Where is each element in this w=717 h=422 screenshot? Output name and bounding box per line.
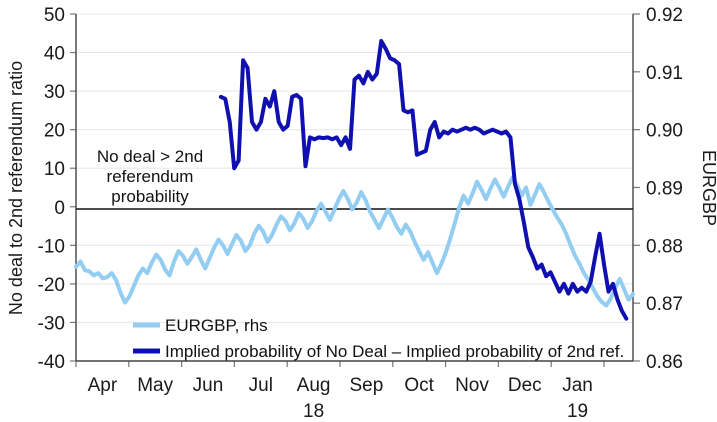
x-label-jun: Jun <box>193 375 224 396</box>
tick-label-right-0.89: 0.89 <box>646 179 683 200</box>
x-year-label-18: 18 <box>303 401 324 422</box>
x-axis-ticks <box>75 361 605 367</box>
tick-label-right-0.86: 0.86 <box>646 352 683 373</box>
x-label-may: May <box>137 375 173 396</box>
tick-label-right-0.87: 0.87 <box>646 294 683 315</box>
tick-label-left-20: 20 <box>44 121 65 142</box>
tick-label-left-10: 10 <box>44 159 65 180</box>
x-label-jan: Jan <box>562 375 593 396</box>
x-label-nov: Nov <box>455 375 489 396</box>
tick-label-left-50: 50 <box>44 5 65 26</box>
x-label-apr: Apr <box>88 375 118 396</box>
tick-label-left--40: -40 <box>38 352 65 373</box>
tick-label-right-0.90: 0.90 <box>646 121 683 142</box>
tick-label-left-40: 40 <box>44 44 65 65</box>
tick-label-left--30: -30 <box>38 313 65 334</box>
left-axis-title: No deal to 2nd referendum ratio <box>6 61 26 315</box>
right-axis-title: EURGBP <box>699 150 717 226</box>
right-axis-ticks: 0.92 0.91 0.90 0.89 0.88 0.87 0.86 <box>633 5 683 373</box>
tick-label-right-0.88: 0.88 <box>646 236 683 257</box>
series-line-no-deal-minus-2nd-ref <box>218 38 629 321</box>
annotation-line-3: probability <box>111 187 189 206</box>
x-year-label-19: 19 <box>567 401 588 422</box>
x-axis-month-labels: Apr May Jun Jul Aug Sep Oct Nov Dec Jan <box>88 375 593 396</box>
tick-label-left-30: 30 <box>44 82 65 103</box>
x-label-aug: Aug <box>297 375 331 396</box>
legend-label-eurgbp: EURGBP, rhs <box>165 316 268 335</box>
annotation-line-2: referendum <box>107 167 194 186</box>
chart-legend: EURGBP, rhs Implied probability of No De… <box>133 316 624 361</box>
x-label-jul: Jul <box>249 375 273 396</box>
tick-label-right-0.92: 0.92 <box>646 5 683 26</box>
tick-label-left-0: 0 <box>54 198 65 219</box>
tick-label-left--20: -20 <box>38 275 65 296</box>
left-axis-ticks: 50 40 30 20 10 0 -10 -20 -30 -40 <box>38 5 76 373</box>
legend-label-no-deal: Implied probability of No Deal – Implied… <box>165 342 624 361</box>
x-label-oct: Oct <box>404 375 434 396</box>
x-label-sep: Sep <box>349 375 383 396</box>
series-line-eurgbp <box>74 175 635 308</box>
plot-annotation: No deal > 2nd referendum probability <box>97 147 203 206</box>
tick-label-right-0.91: 0.91 <box>646 63 683 84</box>
x-axis-year-labels: 18 19 <box>303 401 588 422</box>
x-label-dec: Dec <box>508 375 542 396</box>
tick-label-left--10: -10 <box>38 236 65 257</box>
annotation-line-1: No deal > 2nd <box>97 147 203 166</box>
